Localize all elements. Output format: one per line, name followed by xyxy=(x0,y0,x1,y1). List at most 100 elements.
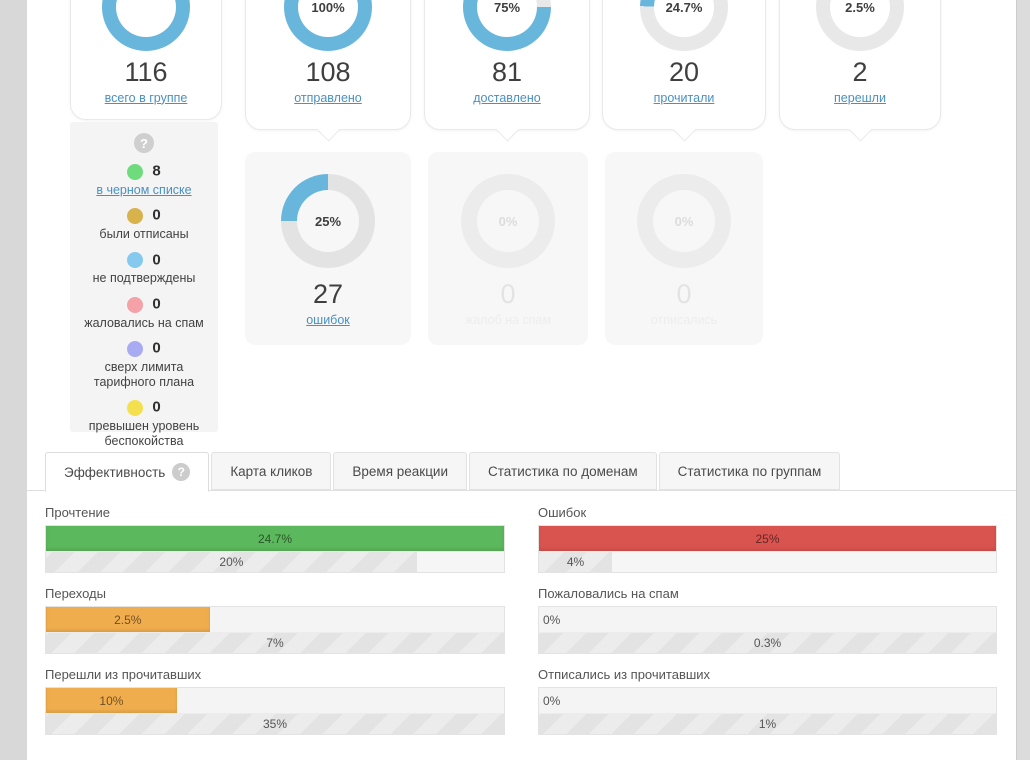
stat-card-total: 116 всего в группе xyxy=(70,0,222,120)
metric-error-rate: Ошибок 25% 25% 4% xyxy=(538,505,997,573)
metric-label: Пожаловались на спам xyxy=(538,586,679,601)
tab-reaction-time[interactable]: Время реакции xyxy=(333,452,468,490)
donut-percent-label: 100% xyxy=(298,0,358,37)
tab-panel-divider xyxy=(27,490,1016,491)
stat-card-clicked: 2.5% 2 перешли xyxy=(779,0,941,130)
stat-card-unsubscribed: 0% 0 отписались xyxy=(605,152,763,345)
donut-clicked: 2.5% xyxy=(816,0,904,51)
benchmark-bar: 0.3% xyxy=(539,633,996,653)
help-icon[interactable]: ? xyxy=(134,133,154,153)
legend-dot-blue xyxy=(127,252,144,269)
benchmark-bar: 4% xyxy=(539,552,613,572)
stat-value: 20 xyxy=(668,57,700,87)
legend-dot-yellow xyxy=(127,400,144,417)
donut-percent-label: 24.7% xyxy=(654,0,714,37)
stat-value: 0 xyxy=(676,279,692,309)
legend-dot-pink xyxy=(127,296,144,313)
value-bar-zero-label: 0% xyxy=(543,693,561,708)
stat-link-total-in-group[interactable]: всего в группе xyxy=(104,90,188,105)
help-icon[interactable]: ? xyxy=(172,463,191,481)
legend-value: 0 xyxy=(152,206,161,224)
legend-dot-gold xyxy=(127,208,144,225)
stat-value: 27 xyxy=(312,279,344,309)
legend-label: были отписаны xyxy=(99,226,189,241)
metric-bars: 10% 10% 35% xyxy=(45,687,505,735)
legend-label: не подтверждены xyxy=(92,271,196,286)
metric-label: Ошибок xyxy=(538,505,587,520)
legend-value: 0 xyxy=(152,398,161,416)
donut-sent: 100% xyxy=(284,0,372,51)
donut-percent-label: 75% xyxy=(477,0,537,37)
legend-value: 0 xyxy=(152,295,161,313)
stat-link-errors[interactable]: ошибок xyxy=(306,312,350,327)
donut-delivered: 75% xyxy=(463,0,551,51)
metric-click-to-open-rate: Перешли из прочитавших 10% 10% 35% xyxy=(45,667,505,735)
legend-dot-periwinkle xyxy=(127,341,144,358)
metric-read-rate: Прочтение 24.7% 24.7% 20% xyxy=(45,505,505,573)
metric-bars: 25% 25% 4% xyxy=(538,525,997,573)
tab-label: Время реакции xyxy=(352,463,449,479)
legend-value: 0 xyxy=(152,339,161,357)
legend-label: сверх лимита тарифного плана xyxy=(93,359,195,389)
stat-value: 2 xyxy=(852,57,868,87)
tab-domain-stats[interactable]: Статистика по доменам xyxy=(469,452,657,490)
value-bar-zero-label: 0% xyxy=(543,612,561,627)
stat-value: 108 xyxy=(305,57,351,87)
group-status-legend: ? 8 в черном списке 0 были отписаны 0 не… xyxy=(70,122,218,448)
donut-total xyxy=(102,0,190,51)
metric-label: Перешли из прочитавших xyxy=(45,667,202,682)
benchmark-bar: 20% xyxy=(46,552,417,572)
stat-card-read: 24.7% 20 прочитали xyxy=(602,0,766,130)
stat-label-unsubscribed: отписались xyxy=(650,312,718,327)
legend-link-blacklist[interactable]: в черном списке xyxy=(96,182,192,197)
donut-errors: 25% xyxy=(281,174,375,268)
metric-label: Прочтение xyxy=(45,505,110,520)
stat-card-sent: 100% 108 отправлено xyxy=(245,0,411,130)
benchmark-bar: 35% xyxy=(46,714,504,734)
stat-link-clicked[interactable]: перешли xyxy=(834,90,886,105)
metric-bars: 2.5% 2.5% 7% xyxy=(45,606,505,654)
tab-label: Карта кликов xyxy=(230,463,313,479)
benchmark-bar: 1% xyxy=(539,714,996,734)
legend-item-blacklist: 8 в черном списке xyxy=(70,163,218,197)
stat-value: 81 xyxy=(491,57,523,87)
stat-value: 116 xyxy=(124,57,168,87)
metric-label: Переходы xyxy=(45,586,106,601)
scrollbar-track[interactable] xyxy=(1016,0,1030,760)
stat-link-delivered[interactable]: доставлено xyxy=(473,90,541,105)
donut-read: 24.7% xyxy=(640,0,728,51)
tab-label: Статистика по группам xyxy=(677,463,822,479)
donut-percent-label xyxy=(116,0,176,37)
legend-value: 8 xyxy=(152,162,161,180)
tab-label: Статистика по доменам xyxy=(488,463,638,479)
legend-item-spam-complaints: 0 жаловались на спам xyxy=(70,296,218,330)
benchmark-bar: 7% xyxy=(46,633,504,653)
stat-card-spam-complaints: 0% 0 жалоб на спам xyxy=(428,152,588,345)
legend-label: превышен уровень беспокойства xyxy=(88,419,200,448)
metric-unsubscribe-to-open-rate: Отписались из прочитавших 0% 0% 1% xyxy=(538,667,997,735)
tab-click-map[interactable]: Карта кликов xyxy=(211,452,332,490)
tab-group-stats[interactable]: Статистика по группам xyxy=(658,452,841,490)
effectiveness-metrics: Прочтение 24.7% 24.7% 20% Ошибок 25% 25%… xyxy=(45,505,997,735)
stat-link-read[interactable]: прочитали xyxy=(653,90,715,105)
page-gutter-left xyxy=(0,0,27,760)
legend-item-unconfirmed: 0 не подтверждены xyxy=(70,251,218,286)
donut-percent-label: 25% xyxy=(297,190,359,252)
tab-effectiveness[interactable]: Эффективность ? xyxy=(45,452,210,492)
donut-unsubscribed: 0% xyxy=(637,174,731,268)
stats-tab-bar: Эффективность ? Карта кликов Время реакц… xyxy=(45,452,841,492)
value-bar: 2.5% xyxy=(46,607,210,632)
stat-card-delivered: 75% 81 доставлено xyxy=(424,0,590,130)
metric-label: Отписались из прочитавших xyxy=(538,667,711,682)
legend-item-anxiety-level: 0 превышен уровень беспокойства xyxy=(70,399,218,448)
metric-click-rate: Переходы 2.5% 2.5% 7% xyxy=(45,586,505,654)
legend-label: жаловались на спам xyxy=(84,315,204,330)
metric-bars: 0% 0% 0.3% xyxy=(538,606,997,654)
donut-percent-label: 2.5% xyxy=(830,0,890,37)
donut-percent-label: 0% xyxy=(477,190,539,252)
value-bar: 24.7% xyxy=(46,526,504,551)
value-bar: 25% xyxy=(539,526,996,551)
stat-link-sent[interactable]: отправлено xyxy=(294,90,362,105)
legend-value: 0 xyxy=(152,251,161,269)
value-bar: 10% xyxy=(46,688,177,713)
